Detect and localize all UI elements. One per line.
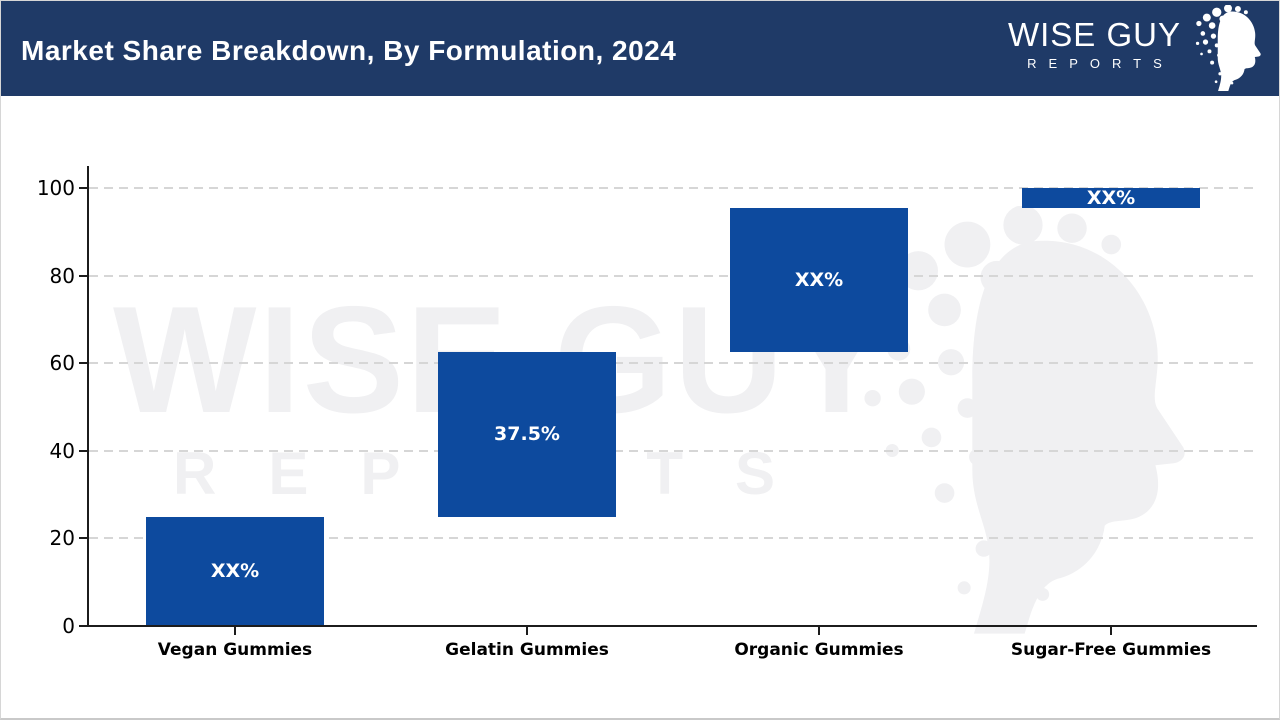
x-axis-tick xyxy=(1110,627,1112,635)
x-axis-line xyxy=(87,625,1257,627)
y-axis-tick xyxy=(79,449,87,452)
bar-value-label: 37.5% xyxy=(494,423,560,446)
y-axis-tick-label: 80 xyxy=(49,263,75,288)
y-axis-tick xyxy=(79,625,87,627)
header-bar: Market Share Breakdown, By Formulation, … xyxy=(1,1,1279,96)
x-axis-category-label: Vegan Gummies xyxy=(157,640,313,660)
y-axis-tick-label: 0 xyxy=(62,614,75,638)
chart-title: Market Share Breakdown, By Formulation, … xyxy=(21,35,677,66)
logo-subtitle: REPORTS xyxy=(1027,56,1174,71)
y-axis-tick-label: 20 xyxy=(49,526,75,551)
gridline-40 xyxy=(89,449,1257,452)
wise-guy-reports-logo: WISE GUY REPORTS xyxy=(1008,1,1269,96)
x-axis-category-label: Organic Gummies xyxy=(734,640,904,660)
gridline-100 xyxy=(89,187,1257,189)
gridline-60 xyxy=(89,362,1257,365)
x-axis-category-label: Gelatin Gummies xyxy=(445,640,609,660)
bar-sugar-free-gummies: XX% xyxy=(1022,186,1200,209)
bar-value-label: XX% xyxy=(794,268,844,291)
x-axis-tick xyxy=(526,627,528,635)
bar-value-label: XX% xyxy=(1086,186,1136,209)
x-axis-tick xyxy=(818,627,820,635)
y-axis-tick xyxy=(79,362,87,365)
gridline-20 xyxy=(89,537,1257,540)
y-axis-tick xyxy=(79,537,87,540)
logo-wordmark: WISE GUY xyxy=(1007,16,1181,53)
y-axis-tick xyxy=(79,187,87,189)
y-axis-line xyxy=(87,166,89,627)
y-axis-tick-label: 100 xyxy=(36,176,75,200)
bar-value-label: XX% xyxy=(210,560,260,583)
y-axis-tick-label: 40 xyxy=(49,438,75,463)
x-axis-tick xyxy=(234,627,236,635)
x-axis-category-label: Sugar-Free Gummies xyxy=(1010,640,1212,660)
bar-organic-gummies: XX% xyxy=(730,207,908,353)
logo-text: WISE GUY REPORTS xyxy=(1007,16,1181,72)
gridline-80 xyxy=(89,274,1257,277)
logo-head-icon xyxy=(1195,5,1261,92)
bar-gelatin-gummies: 37.5% xyxy=(438,352,616,517)
bar-vegan-gummies: XX% xyxy=(146,516,324,626)
y-axis-tick-label: 60 xyxy=(49,351,75,376)
y-axis-tick xyxy=(79,274,87,277)
